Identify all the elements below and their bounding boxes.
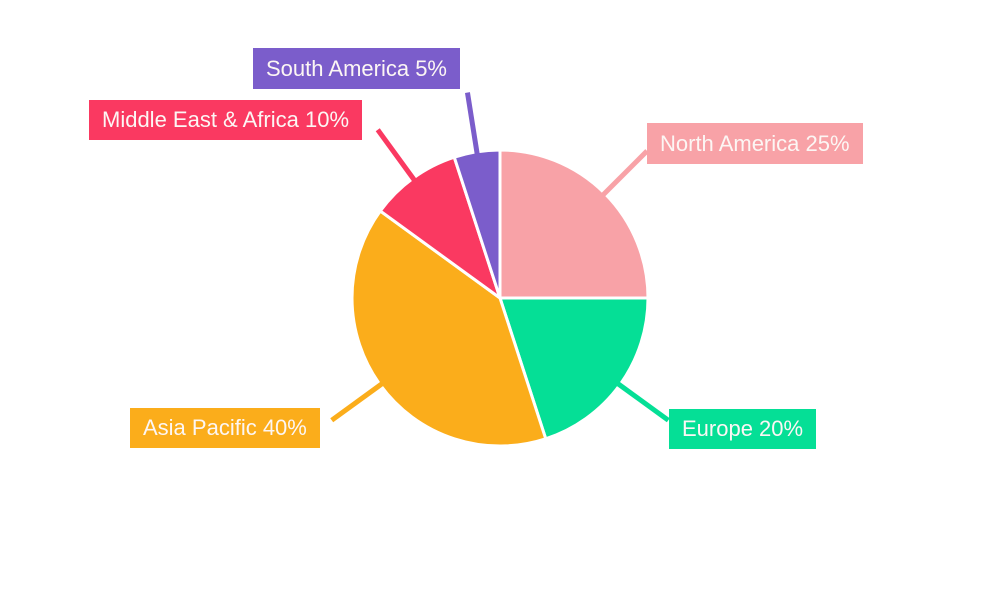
- pie-label-middle-east-africa: Middle East & Africa 10%: [89, 100, 363, 140]
- leader-line-south-america: [464, 92, 480, 155]
- pie-label-asia-pacific: Asia Pacific 40%: [130, 408, 320, 448]
- leader-line-north-america: [601, 149, 649, 197]
- leader-line-europe: [616, 381, 670, 423]
- pie-label-south-america: South America 5%: [253, 48, 460, 89]
- leader-line-middle-east-africa: [375, 128, 417, 182]
- pie-label-europe: Europe 20%: [669, 409, 817, 449]
- leader-line-asia-pacific: [330, 381, 384, 423]
- pie-label-north-america: North America 25%: [647, 123, 863, 164]
